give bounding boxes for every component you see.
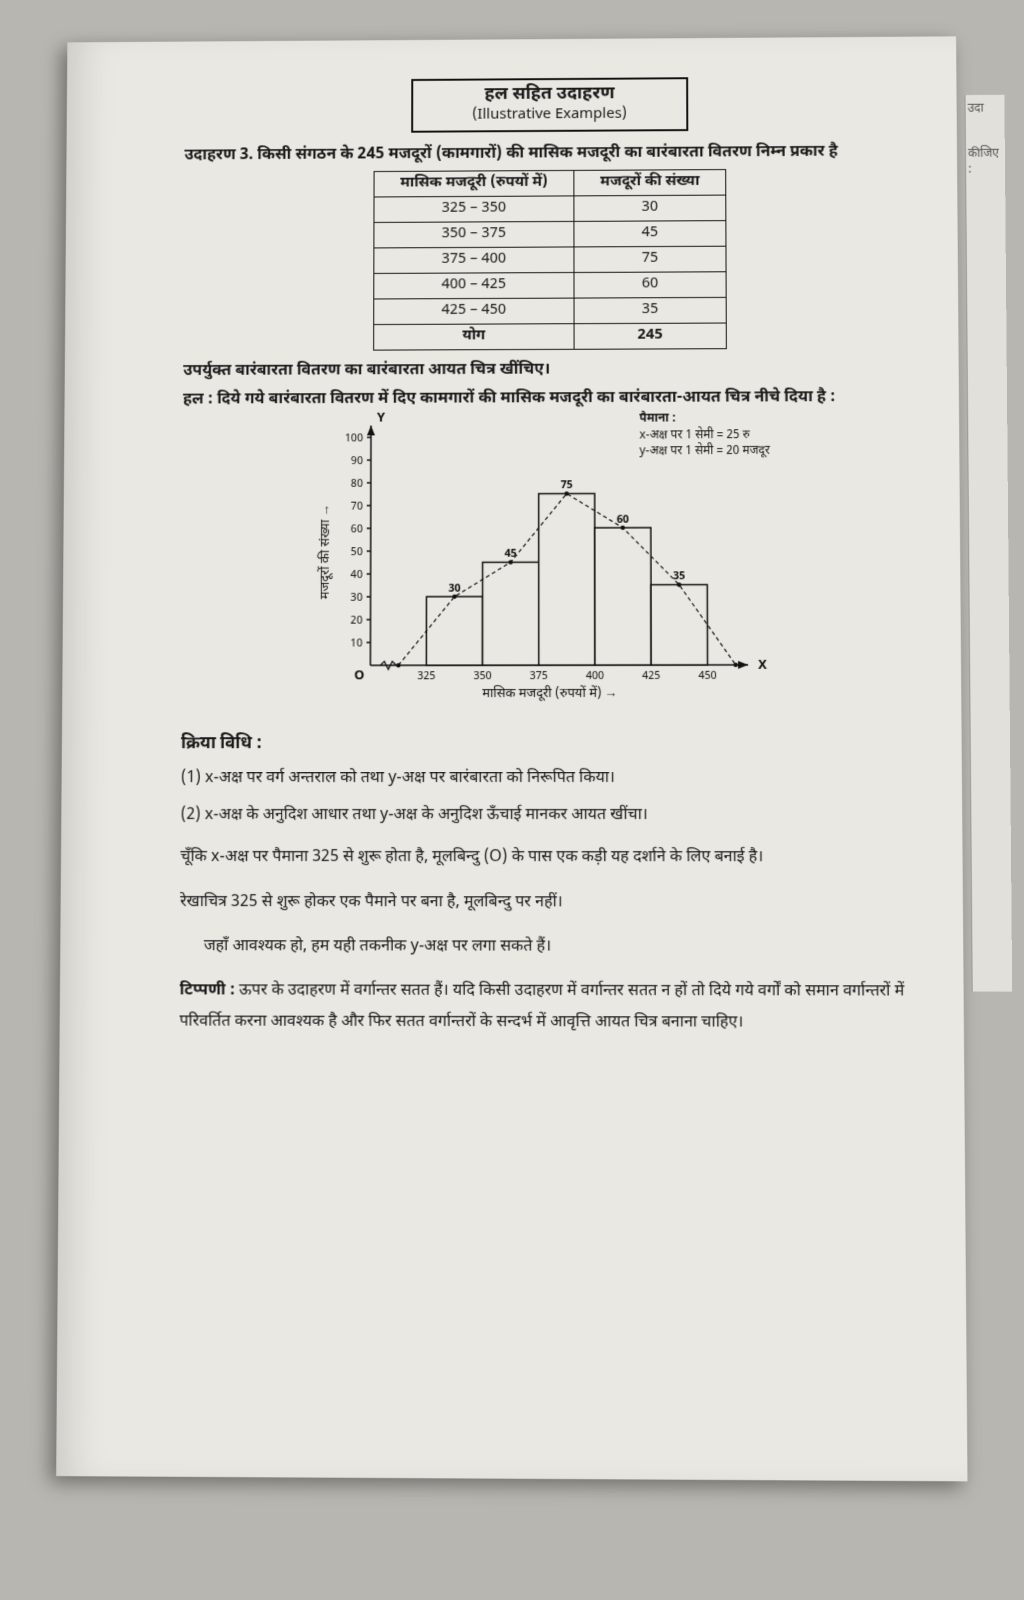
sliver-text-2: कीजिए : <box>968 146 1003 178</box>
table-row: 35 <box>574 297 726 323</box>
procedure-heading: क्रिया विधि : <box>181 733 921 755</box>
svg-text:60: 60 <box>351 523 363 537</box>
total-value: 245 <box>574 323 726 349</box>
table-row: 350 – 375 <box>374 221 574 248</box>
explain-1: चूँकि x-अक्ष पर पैमाना 325 से शुरू होता … <box>180 843 922 874</box>
table-row: 400 – 425 <box>374 272 574 298</box>
svg-text:50: 50 <box>351 546 363 560</box>
svg-text:30: 30 <box>351 592 363 606</box>
section-title-hi: हल सहित उदाहरण <box>421 83 678 107</box>
table-row: 425 – 450 <box>374 298 574 324</box>
scale-x: x-अक्ष पर 1 सेमी = 25 रु <box>639 427 769 444</box>
svg-text:X: X <box>758 658 767 675</box>
svg-text:325: 325 <box>417 670 435 684</box>
scale-box: पैमाना : x-अक्ष पर 1 सेमी = 25 रु y-अक्ष… <box>639 410 770 460</box>
explain-3: जहाँ आवश्यक हो, हम यही तकनीक y-अक्ष पर ल… <box>204 932 923 963</box>
svg-text:Y: Y <box>377 410 386 427</box>
section-title-box: हल सहित उदाहरण (Illustrative Examples) <box>411 77 688 132</box>
histogram-chart: पैमाना : x-अक्ष पर 1 सेमी = 25 रु y-अक्ष… <box>301 416 821 715</box>
table-row: 60 <box>574 272 726 298</box>
svg-text:350: 350 <box>473 670 491 684</box>
svg-text:20: 20 <box>350 614 362 628</box>
histogram-svg: 1020304050607080901003253503754004254503… <box>301 416 821 715</box>
question-text: उपर्युक्त बारंबारता वितरण का बारंबारता आ… <box>183 358 919 382</box>
example-statement: उदाहरण 3. किसी संगठन के 245 मजदूरों (काम… <box>184 141 917 166</box>
svg-text:400: 400 <box>586 670 604 684</box>
svg-text:90: 90 <box>351 455 363 469</box>
svg-text:80: 80 <box>351 478 363 492</box>
scale-y: y-अक्ष पर 1 सेमी = 20 मजदूर <box>639 443 769 460</box>
svg-text:O: O <box>354 668 364 685</box>
svg-text:450: 450 <box>698 670 716 684</box>
frequency-table: मासिक मजदूरी (रुपयों में) मजदूरों की संख… <box>373 169 727 351</box>
step-1: (1) x-अक्ष पर वर्ग अन्तराल को तथा y-अक्ष… <box>181 765 922 792</box>
table-row: 375 – 400 <box>374 247 574 274</box>
svg-text:मजदूरों की संख्या →: मजदूरों की संख्या → <box>317 503 335 599</box>
table-row: 325 – 350 <box>374 196 574 223</box>
solution-intro: हल : दिये गये बारंबारता वितरण में दिए का… <box>183 387 919 410</box>
table-row: 30 <box>574 195 726 221</box>
col1-header: मासिक मजदूरी (रुपयों में) <box>374 170 574 197</box>
svg-text:425: 425 <box>642 670 660 684</box>
svg-text:10: 10 <box>350 637 362 651</box>
adjacent-page-sliver: उदा कीजिए : <box>965 95 1013 992</box>
explain-2: रेखाचित्र 325 से शुरू होकर एक पैमाने पर … <box>180 888 923 919</box>
section-title-en: (Illustrative Examples) <box>421 106 678 127</box>
step-2: (2) x-अक्ष के अनुदिश आधार तथा y-अक्ष के … <box>181 802 922 829</box>
book-page: हल सहित उदाहरण (Illustrative Examples) उ… <box>56 36 967 1481</box>
svg-text:100: 100 <box>345 432 363 446</box>
svg-text:40: 40 <box>351 569 363 583</box>
svg-text:375: 375 <box>530 670 548 684</box>
tip-label: टिप्पणी : <box>180 981 235 1002</box>
total-label: योग <box>374 324 575 350</box>
col2-header: मजदूरों की संख्या <box>574 169 726 195</box>
sliver-text-1: उदा <box>968 101 1003 117</box>
tip-text: ऊपर के उदाहरण में वर्गान्तर सतत हैं। यदि… <box>179 981 904 1034</box>
svg-text:70: 70 <box>351 500 363 514</box>
table-row: 75 <box>574 246 726 272</box>
scale-heading: पैमाना : <box>639 410 769 427</box>
svg-text:मासिक मजदूरी (रुपयों में) →: मासिक मजदूरी (रुपयों में) → <box>482 685 618 703</box>
table-row: 45 <box>574 221 726 247</box>
tip-line: टिप्पणी : ऊपर के उदाहरण में वर्गान्तर सत… <box>179 977 923 1040</box>
